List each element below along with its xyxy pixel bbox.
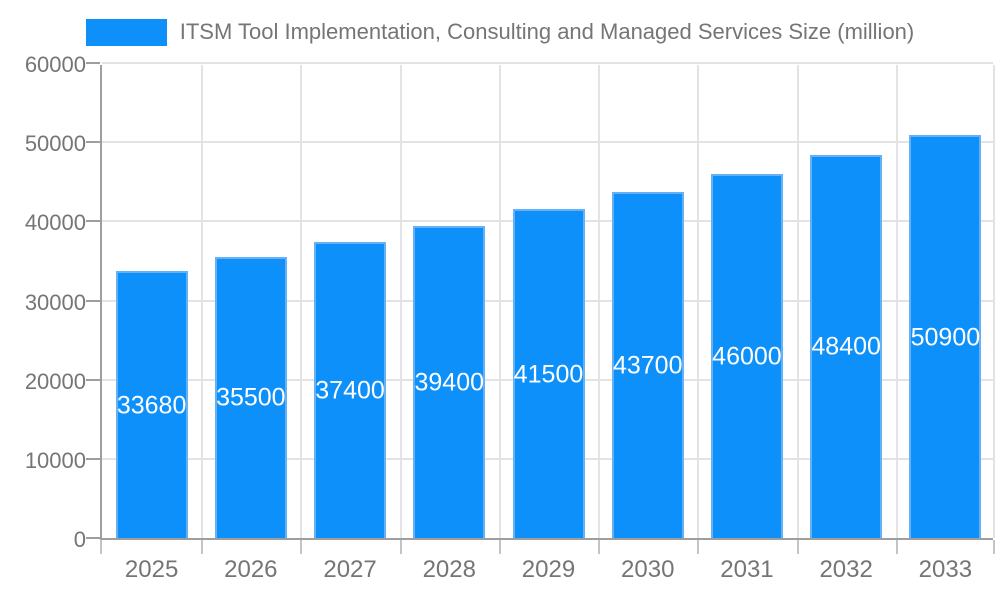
gridline-v (201, 65, 204, 538)
gridline-v (399, 65, 402, 538)
x-axis-tick (399, 540, 402, 554)
x-tick-label-2025: 2025 (124, 556, 179, 583)
bar-2031[interactable]: 46000 (710, 173, 783, 538)
bar-2032[interactable]: 48400 (810, 154, 883, 538)
bar-2027[interactable]: 37400 (314, 241, 387, 538)
x-tick-label-2032: 2032 (819, 556, 873, 583)
legend-swatch-icon (85, 18, 167, 46)
gridline-v (796, 65, 799, 538)
y-tick-label: 40000 (24, 210, 86, 236)
bar-2030[interactable]: 43700 (611, 192, 684, 538)
y-tick-label: 20000 (24, 368, 86, 394)
legend[interactable]: ITSM Tool Implementation, Consulting and… (0, 14, 1000, 50)
x-tick-label-2033: 2033 (918, 556, 973, 583)
x-axis-tick (598, 540, 601, 554)
gridline-v (300, 65, 303, 538)
bar-value-label: 50900 (910, 323, 981, 352)
bar-value-label: 33680 (116, 391, 187, 420)
x-axis-tick (993, 540, 995, 554)
x-tick-label-2029: 2029 (521, 556, 576, 583)
bar-value-label: 39400 (414, 368, 485, 397)
bar-2033[interactable]: 50900 (909, 135, 982, 538)
x-axis-tick (895, 540, 898, 554)
y-axis-tick (86, 457, 100, 460)
bar-value-label: 35500 (216, 383, 286, 412)
bar-value-label: 43700 (612, 351, 683, 380)
x-tick-label-2031: 2031 (720, 556, 774, 583)
y-axis-tick (86, 220, 100, 223)
x-tick-label-2028: 2028 (422, 556, 476, 583)
bar-value-label: 46000 (712, 342, 782, 371)
bar-2025[interactable]: 33680 (115, 271, 188, 538)
x-axis-tick (697, 540, 700, 554)
x-axis-tick (498, 540, 501, 554)
legend-label: ITSM Tool Implementation, Consulting and… (179, 19, 915, 44)
bar-2028[interactable]: 39400 (413, 226, 486, 538)
x-axis-tick (201, 540, 204, 554)
gridline-v (993, 65, 995, 538)
bar-2026[interactable]: 35500 (214, 256, 287, 538)
y-tick-label: 30000 (24, 289, 86, 315)
gridline-v (895, 65, 898, 538)
gridline-h (102, 62, 993, 64)
gridline-h (102, 141, 993, 144)
bar-2029[interactable]: 41500 (512, 209, 585, 538)
y-axis-tick (86, 378, 100, 381)
gridline-v (498, 65, 501, 538)
y-axis-tick (86, 141, 100, 144)
y-axis-tick (86, 299, 100, 302)
x-tick-label-2026: 2026 (224, 556, 278, 583)
y-axis-tick (86, 537, 100, 539)
y-tick-label: 0 (73, 527, 86, 552)
x-axis-tick (100, 540, 102, 554)
plot-area: 0 10000 20000 30000 40000 50000 60000 33680 2025… (25, 52, 995, 583)
y-tick-label: 10000 (24, 447, 86, 473)
gridline-v (598, 65, 601, 538)
y-axis-tick (86, 62, 100, 64)
x-tick-label-2027: 2027 (323, 556, 377, 583)
bar-value-label: 41500 (513, 360, 584, 389)
x-axis-tick (796, 540, 799, 554)
y-tick-label: 60000 (24, 52, 86, 77)
gridline-v (697, 65, 700, 538)
x-axis-tick (300, 540, 303, 554)
x-tick-label-2030: 2030 (621, 556, 675, 583)
bar-value-label: 37400 (315, 376, 385, 405)
bar-value-label: 48400 (811, 332, 881, 361)
y-tick-label: 50000 (24, 131, 86, 157)
